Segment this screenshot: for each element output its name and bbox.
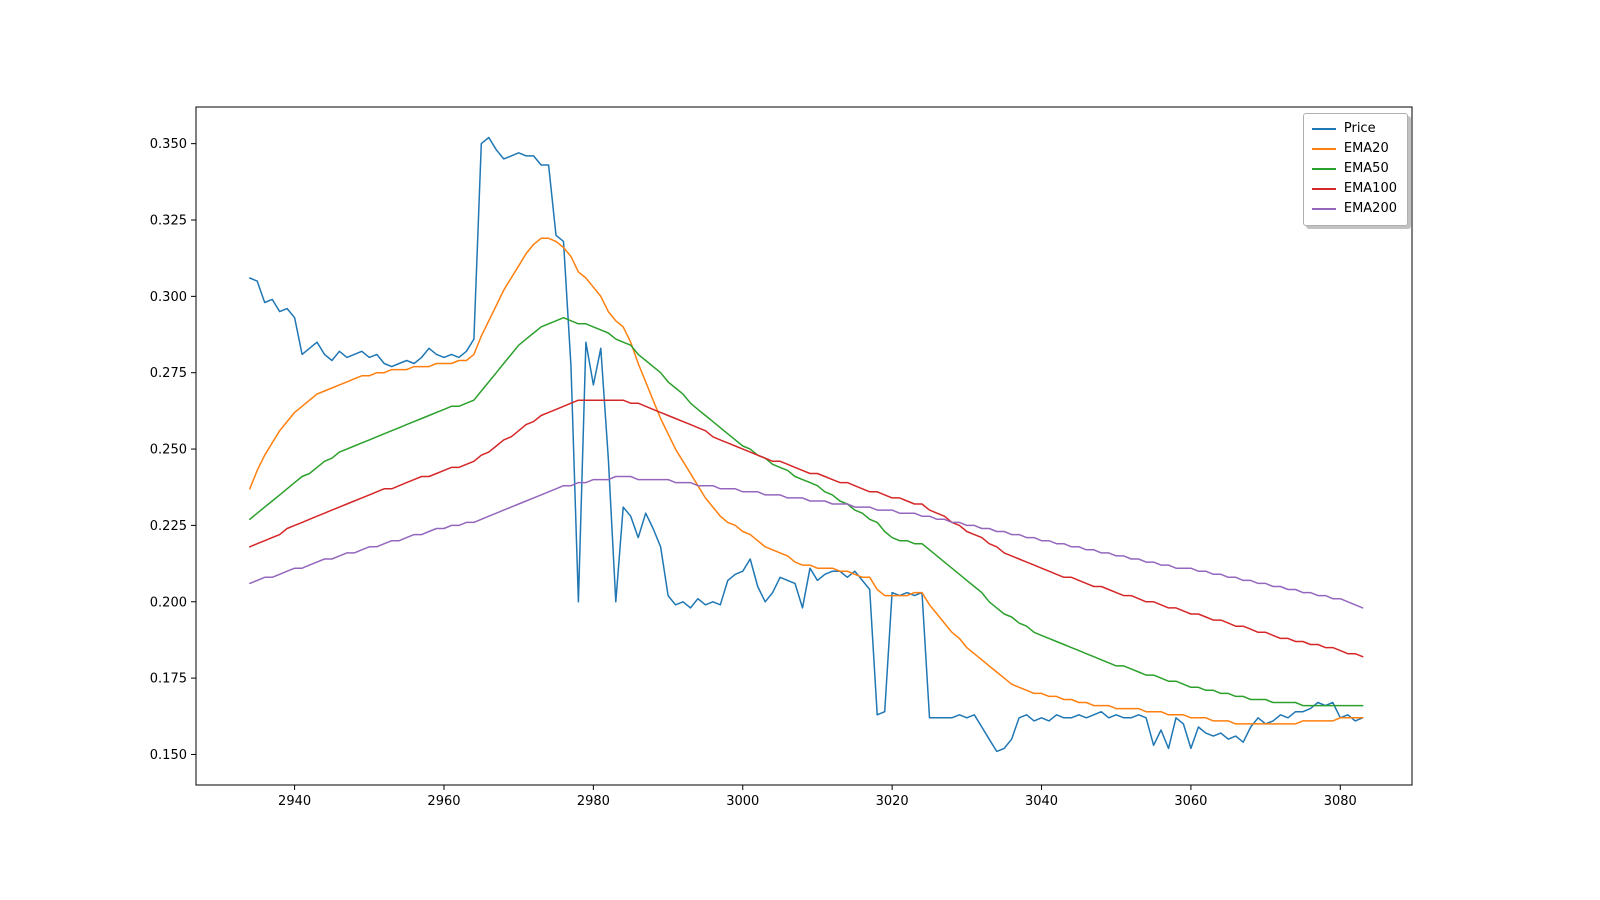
y-tick-label: 0.250 (150, 443, 187, 458)
y-tick-label: 0.350 (150, 137, 187, 152)
legend-line-swatch (1311, 208, 1336, 210)
ema200-line (249, 475, 1364, 609)
y-tick-label: 0.300 (150, 290, 187, 305)
y-tick-label: 0.225 (150, 519, 187, 534)
legend-line-swatch (1311, 148, 1336, 150)
legend-label: EMA20 (1343, 141, 1389, 156)
x-tick-label: 3000 (726, 794, 759, 809)
x-tick-label: 3080 (1324, 794, 1357, 809)
legend-line-swatch (1311, 128, 1336, 130)
legend-label: EMA100 (1343, 181, 1397, 196)
ema20-line (249, 237, 1364, 725)
x-tick-label: 3020 (876, 794, 909, 809)
plot-area (195, 106, 1413, 786)
legend-label: EMA200 (1343, 201, 1397, 216)
x-tick-label: 2940 (278, 794, 311, 809)
y-tick-label: 0.200 (150, 595, 187, 610)
price-line (249, 136, 1364, 753)
y-tick-label: 0.275 (150, 366, 187, 381)
legend: Price EMA20 EMA50 EMA100 EMA200 (1302, 113, 1408, 226)
x-tick-label: 3060 (1174, 794, 1207, 809)
legend-item-price: Price (1311, 119, 1397, 139)
x-tick-label: 2980 (577, 794, 610, 809)
legend-line-swatch (1311, 168, 1336, 170)
legend-line-swatch (1311, 188, 1336, 190)
y-tick-label: 0.325 (150, 214, 187, 229)
legend-label: EMA50 (1343, 161, 1389, 176)
legend-label: Price (1343, 121, 1376, 136)
y-tick-label: 0.175 (150, 672, 187, 687)
ema50-line (249, 316, 1364, 707)
legend-item-ema200: EMA200 (1311, 199, 1397, 219)
legend-item-ema50: EMA50 (1311, 159, 1397, 179)
x-tick-label: 3040 (1025, 794, 1058, 809)
legend-item-ema100: EMA100 (1311, 179, 1397, 199)
ema100-line (249, 399, 1364, 658)
x-tick-label: 2960 (427, 794, 460, 809)
y-tick-label: 0.150 (150, 748, 187, 763)
legend-item-ema20: EMA20 (1311, 139, 1397, 159)
